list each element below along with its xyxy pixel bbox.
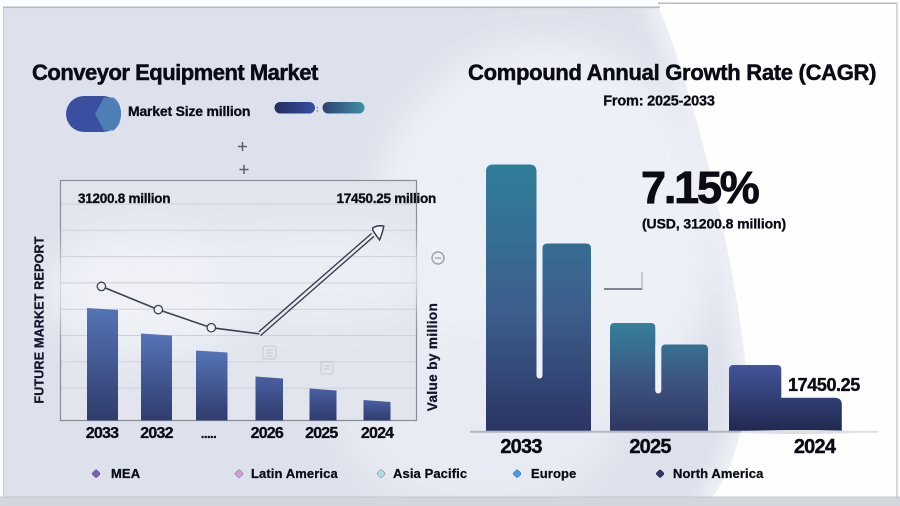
svg-text:Compound Annual Growth Rate (C: Compound Annual Growth Rate (CAGR) [468, 60, 876, 85]
svg-text:2026: 2026 [251, 425, 284, 442]
svg-text:2024: 2024 [361, 425, 394, 442]
svg-text:7.15%: 7.15% [641, 162, 759, 213]
svg-text:Latin America: Latin America [251, 466, 338, 481]
svg-text:Asia Pacific: Asia Pacific [393, 466, 467, 481]
svg-text:2032: 2032 [140, 425, 173, 442]
svg-text:Market Size million: Market Size million [128, 103, 250, 119]
svg-text:FUTURE MARKET REPORT: FUTURE MARKET REPORT [33, 236, 47, 403]
svg-text:17450.25: 17450.25 [788, 375, 860, 395]
svg-text:17450.25 million: 17450.25 million [336, 191, 436, 206]
svg-text:.....: ..... [201, 426, 217, 441]
svg-text:31200.8 million: 31200.8 million [78, 191, 170, 206]
svg-text:Conveyor Equipment Market: Conveyor Equipment Market [32, 60, 319, 85]
svg-text:North America: North America [673, 466, 764, 481]
svg-text:2033: 2033 [86, 425, 119, 442]
svg-text:Europe: Europe [531, 466, 576, 481]
svg-text:2025: 2025 [629, 436, 671, 458]
svg-text:(USD, 31200.8 million): (USD, 31200.8 million) [642, 216, 786, 232]
svg-text:2025: 2025 [305, 425, 338, 442]
svg-text:MEA: MEA [111, 466, 141, 481]
svg-text:From: 2025-2033: From: 2025-2033 [603, 94, 715, 110]
svg-text::: : [316, 105, 319, 114]
svg-text:Value by million: Value by million [425, 303, 440, 411]
svg-text:2024: 2024 [794, 436, 837, 458]
svg-text:2033: 2033 [500, 436, 542, 458]
